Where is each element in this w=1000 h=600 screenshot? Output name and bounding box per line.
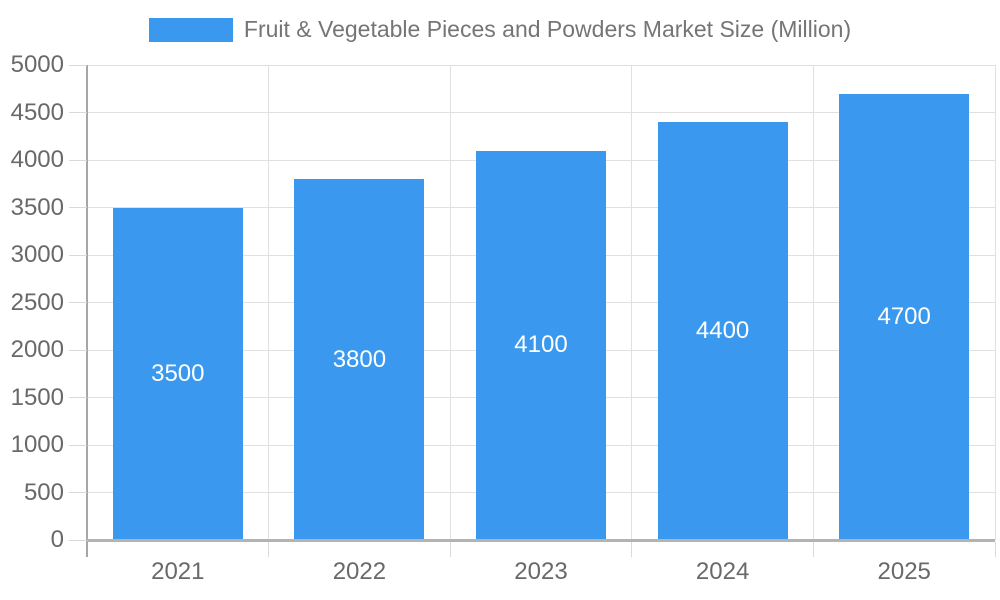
bar-2023[interactable]: 4100 (476, 150, 606, 540)
x-axis-label: 2024 (695, 558, 750, 585)
x-axis-label: 2022 (332, 558, 387, 585)
plot-area: 3500 3800 4100 4400 4700 (87, 64, 996, 540)
y-axis-label: 0 (50, 526, 64, 553)
y-axis-line (86, 65, 88, 557)
bar-value-label: 4100 (514, 331, 568, 359)
vertical-gridline (994, 65, 996, 540)
y-axis-label: 1500 (10, 383, 64, 411)
bar-value-label: 4700 (877, 302, 931, 330)
bar-value-label: 4400 (695, 317, 750, 344)
bar-2025[interactable]: 4700 (839, 93, 970, 540)
y-axis-tick (69, 397, 87, 398)
y-axis-label: 2500 (10, 288, 64, 316)
horizontal-gridline (87, 64, 995, 66)
y-axis-label: 5000 (10, 51, 64, 78)
y-axis-label: 4000 (10, 146, 64, 173)
bar-2024[interactable]: 4400 (657, 122, 788, 540)
x-axis-tick (268, 542, 270, 557)
legend-label: Fruit & Vegetable Pieces and Powders Mar… (243, 16, 852, 42)
y-axis-tick (69, 112, 87, 113)
x-axis-tick (812, 542, 814, 557)
bar-value-label: 3800 (332, 345, 387, 373)
vertical-gridline (631, 65, 633, 540)
x-axis-label: 2021 (151, 558, 205, 585)
x-axis-tick (631, 542, 633, 557)
y-axis-tick (69, 539, 87, 541)
vertical-gridline (812, 65, 814, 540)
y-axis-tick (69, 302, 87, 303)
x-axis-tick (994, 542, 996, 557)
x-axis-tick (449, 542, 451, 557)
legend-swatch (148, 17, 233, 42)
x-axis-label: 2025 (877, 558, 931, 585)
y-axis-label: 500 (23, 478, 64, 506)
y-axis-label: 1000 (10, 431, 64, 458)
y-axis-label: 2000 (10, 336, 64, 363)
vertical-gridline (449, 65, 451, 540)
vertical-gridline (268, 65, 270, 540)
y-axis-label: 4500 (10, 98, 64, 126)
y-axis-tick (69, 207, 87, 208)
bar-2021[interactable]: 3500 (112, 207, 243, 540)
bar-value-label: 3500 (151, 359, 205, 387)
x-axis-label: 2023 (514, 558, 568, 585)
legend-item[interactable]: Fruit & Vegetable Pieces and Powders Mar… (0, 16, 1000, 43)
y-axis-tick (69, 492, 87, 493)
y-axis-tick (69, 349, 87, 351)
horizontal-gridline (87, 112, 995, 113)
y-axis-tick (69, 159, 87, 161)
bar-2022[interactable]: 3800 (294, 179, 425, 540)
y-axis-tick (69, 254, 87, 256)
y-axis-label: 3000 (10, 241, 64, 268)
y-axis-tick (69, 444, 87, 446)
x-axis-line (87, 539, 995, 542)
y-axis-label: 3500 (10, 193, 64, 221)
y-axis-tick (69, 64, 87, 66)
